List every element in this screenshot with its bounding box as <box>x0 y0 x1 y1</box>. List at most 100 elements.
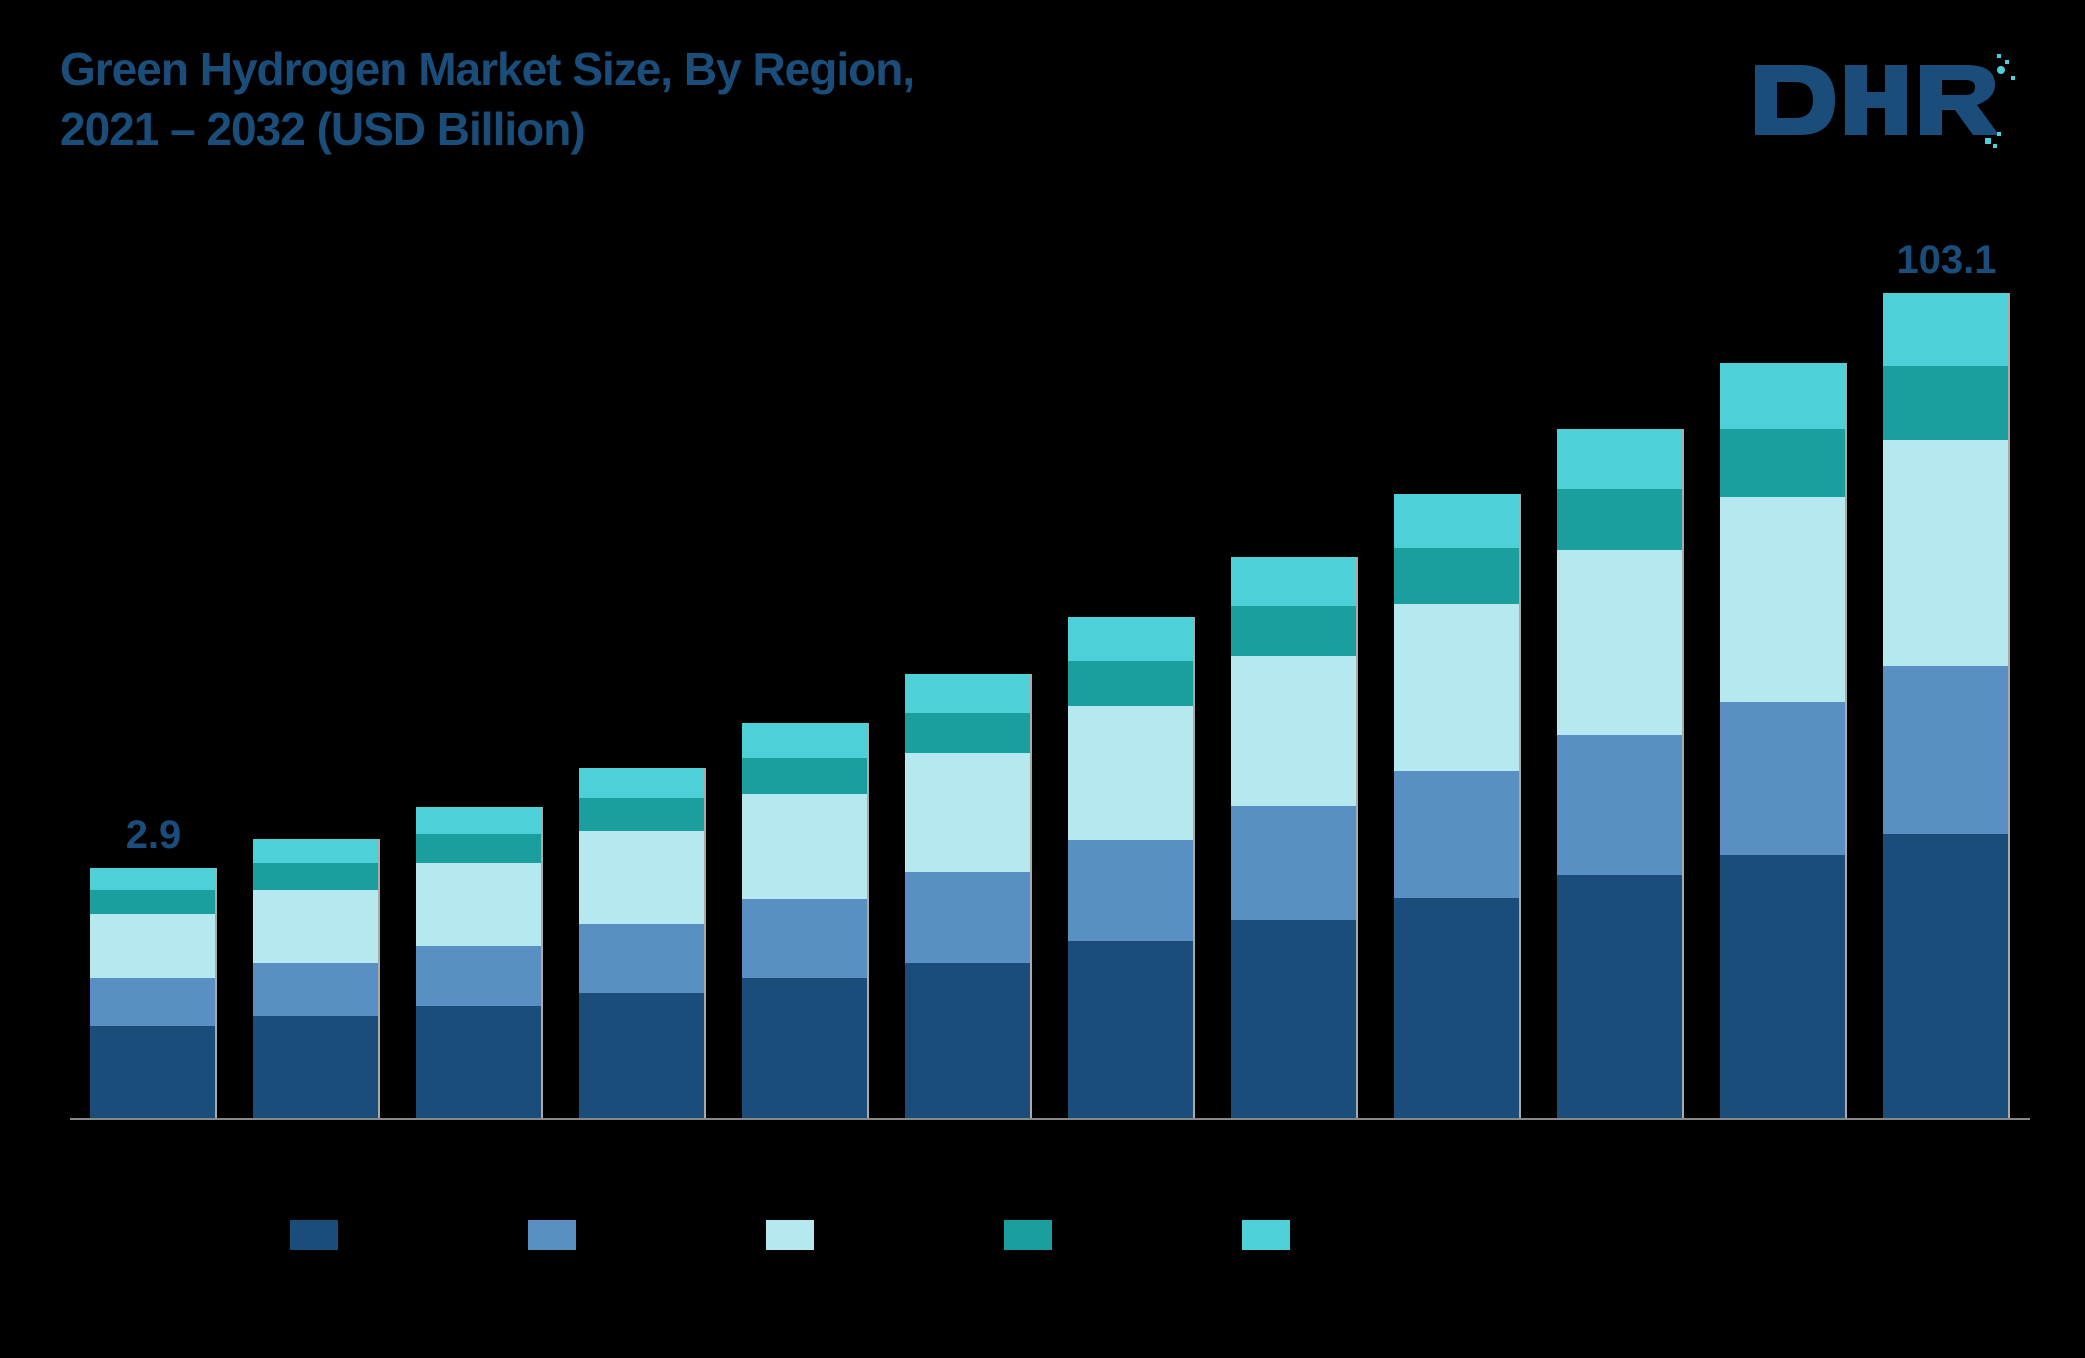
segment-latin-america <box>253 839 378 863</box>
bar-2025 <box>742 723 869 1118</box>
segment-north-america <box>90 1026 215 1118</box>
title-line-2: 2021 – 2032 (USD Billion) <box>60 100 914 160</box>
legend-item-latin-america <box>1242 1220 1290 1250</box>
segment-asia-pacific <box>579 831 704 924</box>
segment-europe <box>905 872 1030 962</box>
segment-asia-pacific <box>1231 656 1356 806</box>
legend-swatch <box>1004 1220 1052 1250</box>
segment-europe <box>1720 702 1845 855</box>
segment-middle-east-africa <box>742 758 867 794</box>
segment-asia-pacific <box>1720 497 1845 702</box>
segment-north-america <box>1720 855 1845 1118</box>
segment-latin-america <box>1883 293 2008 366</box>
segment-latin-america <box>1068 617 1193 661</box>
bar-stack <box>253 839 380 1118</box>
bar-2028 <box>1231 557 1358 1118</box>
header: Green Hydrogen Market Size, By Region, 2… <box>60 40 2025 160</box>
segment-middle-east-africa <box>1720 429 1845 496</box>
bar-stack <box>90 868 217 1118</box>
segment-north-america <box>742 978 867 1118</box>
segment-latin-america <box>1720 363 1845 429</box>
segment-asia-pacific <box>905 753 1030 872</box>
segment-north-america <box>579 993 704 1118</box>
bar-stack <box>1068 617 1195 1118</box>
segment-middle-east-africa <box>416 834 541 863</box>
segment-latin-america <box>742 723 867 757</box>
segment-middle-east-africa <box>1883 366 2008 439</box>
segment-europe <box>579 924 704 993</box>
segment-north-america <box>1394 898 1519 1118</box>
segment-europe <box>742 899 867 978</box>
segment-latin-america <box>905 674 1030 713</box>
bar-stack <box>1394 494 1521 1118</box>
legend-swatch <box>1242 1220 1290 1250</box>
bar-2026 <box>905 674 1032 1118</box>
segment-latin-america <box>579 768 704 798</box>
title-line-1: Green Hydrogen Market Size, By Region, <box>60 40 914 100</box>
segment-europe <box>416 946 541 1006</box>
bar-stack <box>742 723 869 1118</box>
bar-2024 <box>579 768 706 1118</box>
segment-latin-america <box>90 868 215 890</box>
legend-item-middle-east-africa <box>1004 1220 1052 1250</box>
bar-stack <box>1720 363 1847 1118</box>
segment-latin-america <box>1231 557 1356 606</box>
bar-stack <box>416 807 543 1118</box>
bars-container: 2.9 103.1 <box>70 240 2030 1120</box>
segment-middle-east-africa <box>1231 606 1356 656</box>
legend-item-europe <box>528 1220 576 1250</box>
bar-stack <box>905 674 1032 1118</box>
segment-middle-east-africa <box>1394 548 1519 603</box>
legend-swatch <box>528 1220 576 1250</box>
segment-north-america <box>253 1016 378 1118</box>
bar-2030 <box>1557 429 1684 1118</box>
segment-asia-pacific <box>1394 604 1519 771</box>
chart-title: Green Hydrogen Market Size, By Region, 2… <box>60 40 914 160</box>
segment-europe <box>253 963 378 1016</box>
bar-2023 <box>416 807 543 1118</box>
segment-middle-east-africa <box>90 890 215 914</box>
segment-middle-east-africa <box>1068 661 1193 706</box>
segment-latin-america <box>416 807 541 834</box>
segment-north-america <box>1883 834 2008 1118</box>
segment-latin-america <box>1557 429 1682 489</box>
bar-stack <box>1231 557 1358 1118</box>
legend-swatch <box>766 1220 814 1250</box>
segment-asia-pacific <box>1068 706 1193 840</box>
bar-2022 <box>253 839 380 1118</box>
bar-2032: 103.1 <box>1883 293 2010 1118</box>
segment-asia-pacific <box>1557 550 1682 735</box>
bar-stack <box>1557 429 1684 1118</box>
bar-value-label: 2.9 <box>126 813 182 858</box>
segment-middle-east-africa <box>579 798 704 831</box>
segment-north-america <box>1231 920 1356 1118</box>
segment-asia-pacific <box>416 863 541 946</box>
bar-2029 <box>1394 494 1521 1118</box>
legend <box>60 1220 2025 1250</box>
bar-value-label: 103.1 <box>1896 238 1996 283</box>
segment-europe <box>1394 771 1519 899</box>
segment-middle-east-africa <box>905 713 1030 754</box>
segment-north-america <box>416 1006 541 1118</box>
segment-europe <box>1883 666 2008 834</box>
segment-north-america <box>1068 941 1193 1118</box>
segment-asia-pacific <box>90 914 215 979</box>
segment-north-america <box>905 963 1030 1118</box>
bar-2031 <box>1720 363 1847 1118</box>
legend-swatch <box>290 1220 338 1250</box>
legend-item-asia-pacific <box>766 1220 814 1250</box>
segment-asia-pacific <box>253 890 378 963</box>
segment-asia-pacific <box>742 794 867 899</box>
segment-europe <box>90 978 215 1025</box>
bar-stack <box>1883 293 2010 1118</box>
bar-stack <box>579 768 706 1118</box>
segment-asia-pacific <box>1883 440 2008 666</box>
bar-2021: 2.9 <box>90 868 217 1118</box>
bar-2027 <box>1068 617 1195 1118</box>
dhr-logo <box>1745 40 2025 160</box>
segment-middle-east-africa <box>253 863 378 890</box>
legend-item-north-america <box>290 1220 338 1250</box>
segment-europe <box>1068 840 1193 942</box>
segment-north-america <box>1557 875 1682 1118</box>
segment-middle-east-africa <box>1557 489 1682 550</box>
